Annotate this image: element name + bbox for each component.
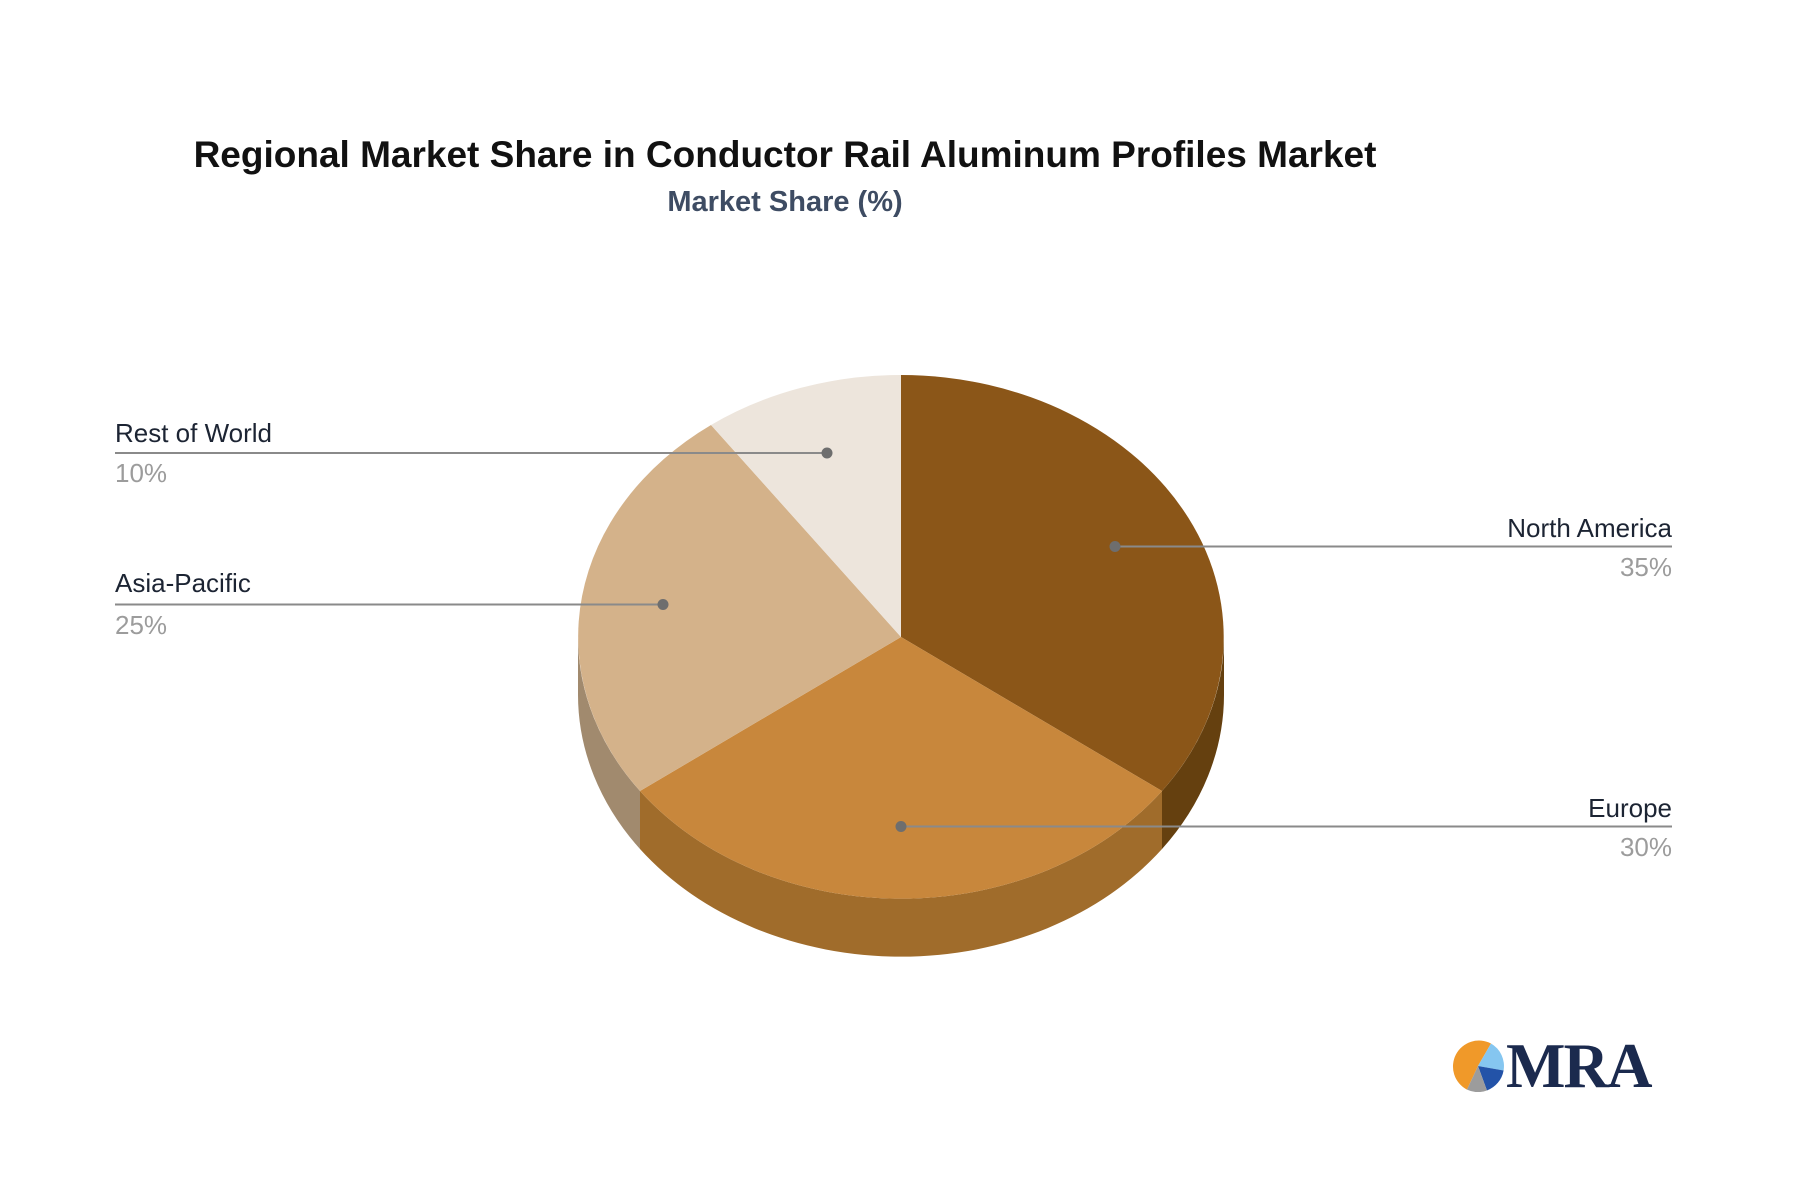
- leader-dot-north-america: [1109, 541, 1121, 552]
- mra-logo-text: MRA: [1506, 1031, 1652, 1101]
- slice-label-rest-of-world: Rest of World: [115, 418, 273, 448]
- slice-value-asia-pacific: 25%: [115, 610, 168, 640]
- slice-label-asia-pacific: Asia-Pacific: [115, 568, 251, 598]
- slice-value-europe: 30%: [1619, 832, 1672, 862]
- leader-dot-europe: [895, 821, 907, 832]
- leader-dot-rest-of-world: [821, 447, 833, 459]
- logo-pie-slice-gray: [1466, 1066, 1487, 1092]
- pie-side-asia-pacific: [578, 637, 640, 849]
- pie-slice-asia-pacific[interactable]: [578, 425, 901, 791]
- pie-slice-rest-of-world[interactable]: [711, 374, 901, 637]
- pie-side-europe: [640, 791, 1162, 957]
- logo-pie-slice-light-blue: [1478, 1043, 1504, 1071]
- slice-value-rest-of-world: 10%: [115, 458, 168, 488]
- slice-value-north-america: 35%: [1619, 552, 1672, 582]
- pie-side-north-america: [1162, 637, 1224, 849]
- mra-logo: MRA: [1452, 1031, 1652, 1101]
- chart-title: Regional Market Share in Conductor Rail …: [193, 134, 1377, 175]
- chart-subtitle: Market Share (%): [667, 186, 903, 218]
- logo-pie-slice-orange: [1452, 1040, 1491, 1090]
- pie-slice-europe[interactable]: [640, 637, 1162, 899]
- mra-logo-pie-icon: [1452, 1040, 1504, 1092]
- logo-pie-slice-dark-blue: [1478, 1066, 1504, 1091]
- pie-slice-north-america[interactable]: [901, 375, 1224, 791]
- leader-dot-asia-pacific: [657, 599, 669, 610]
- slice-label-north-america: North America: [1507, 513, 1672, 543]
- slice-label-europe: Europe: [1588, 793, 1672, 823]
